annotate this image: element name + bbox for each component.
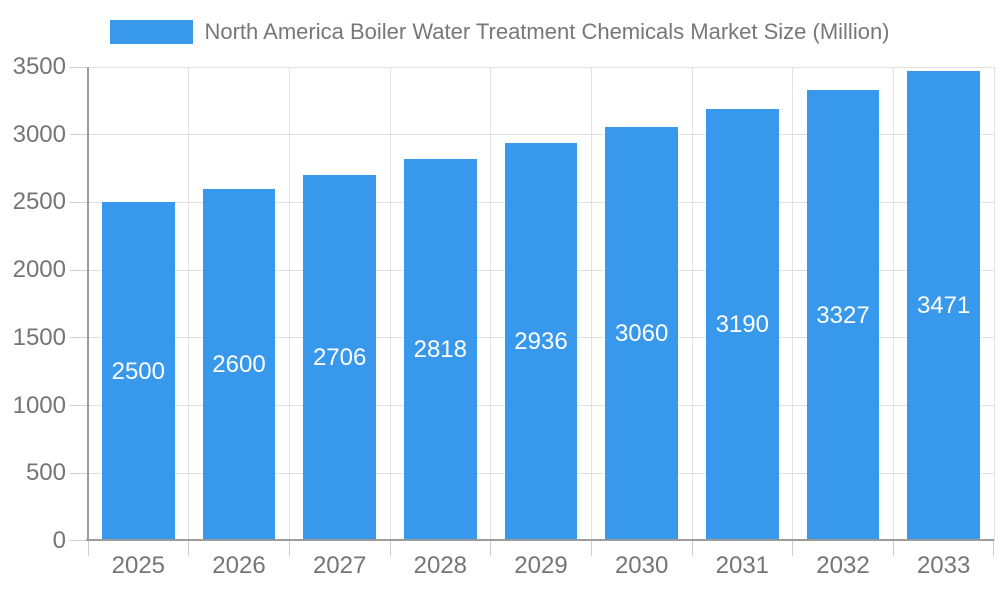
bar-value-label: 2600 xyxy=(212,350,266,378)
v-gridline xyxy=(892,67,894,541)
x-tick-label: 2033 xyxy=(916,552,971,579)
x-tick-label: 2028 xyxy=(413,552,468,579)
bar[interactable]: 2600 xyxy=(202,188,276,541)
y-tick-label: 1000 xyxy=(12,391,66,419)
bar[interactable]: 2936 xyxy=(504,143,578,541)
bar-value-label: 2936 xyxy=(514,328,568,356)
y-axis-tick xyxy=(70,269,88,271)
x-tick-label: 2029 xyxy=(514,552,568,579)
bar[interactable]: 3327 xyxy=(806,90,880,541)
x-tick-label: 2026 xyxy=(212,552,266,579)
bar[interactable]: 2818 xyxy=(404,159,477,541)
bar-value-label: 3060 xyxy=(614,319,669,347)
y-axis-tick xyxy=(70,201,88,203)
y-axis-tick xyxy=(70,405,88,407)
v-gridline xyxy=(490,67,492,541)
y-axis-tick xyxy=(70,66,88,68)
x-tick-label: 2025 xyxy=(111,552,166,579)
y-axis-line xyxy=(87,67,89,541)
bar-value-label: 2706 xyxy=(312,343,367,371)
bar-value-label: 2818 xyxy=(413,336,467,364)
legend-label: North America Boiler Water Treatment Che… xyxy=(204,19,890,44)
x-tick-label: 2027 xyxy=(312,552,367,579)
x-axis: 2025 2026 2027 2028 2029 2030 2031 2032 2033 xyxy=(88,549,994,589)
chart-legend[interactable]: North America Boiler Water Treatment Che… xyxy=(0,19,1000,44)
y-tick-label: 0 xyxy=(52,527,66,554)
bar-value-label: 3190 xyxy=(715,310,769,338)
y-tick-label: 2000 xyxy=(12,256,66,284)
v-gridline xyxy=(792,67,794,541)
y-tick-label: 2500 xyxy=(12,188,66,216)
bar[interactable]: 3471 xyxy=(907,70,980,541)
bar-value-label: 3327 xyxy=(816,301,870,329)
y-tick-label: 1500 xyxy=(12,323,66,351)
legend-swatch xyxy=(110,20,194,44)
bar-value-label: 2500 xyxy=(111,357,165,385)
v-gridline xyxy=(288,67,290,541)
x-tick-label: 2031 xyxy=(715,552,770,579)
y-tick-label: 3000 xyxy=(12,120,66,148)
y-tick-label: 3500 xyxy=(12,53,66,80)
bar-value-label: 3471 xyxy=(916,291,971,319)
plot-area: 2500 2600 2706 2818 2936 3060 3190 3327 3471 xyxy=(70,66,995,556)
v-gridline xyxy=(691,67,693,541)
x-tick-label: 2032 xyxy=(816,552,870,579)
bar[interactable]: 3060 xyxy=(605,126,678,541)
v-gridline xyxy=(590,67,592,541)
y-axis-tick xyxy=(70,134,88,136)
y-tick-label: 500 xyxy=(25,459,66,487)
x-axis-line xyxy=(86,539,994,541)
bar[interactable]: 3190 xyxy=(706,108,779,541)
v-gridline xyxy=(188,67,190,541)
v-gridline xyxy=(389,67,391,541)
y-axis-tick xyxy=(70,337,88,339)
y-axis-tick xyxy=(70,472,88,474)
bar[interactable]: 2706 xyxy=(303,174,376,541)
h-gridline xyxy=(88,66,994,68)
bar[interactable]: 2500 xyxy=(102,202,175,541)
x-tick-label: 2030 xyxy=(614,552,669,579)
y-axis: 0 500 1000 1500 2000 2500 3000 3500 xyxy=(0,53,66,554)
v-gridline xyxy=(993,67,995,541)
